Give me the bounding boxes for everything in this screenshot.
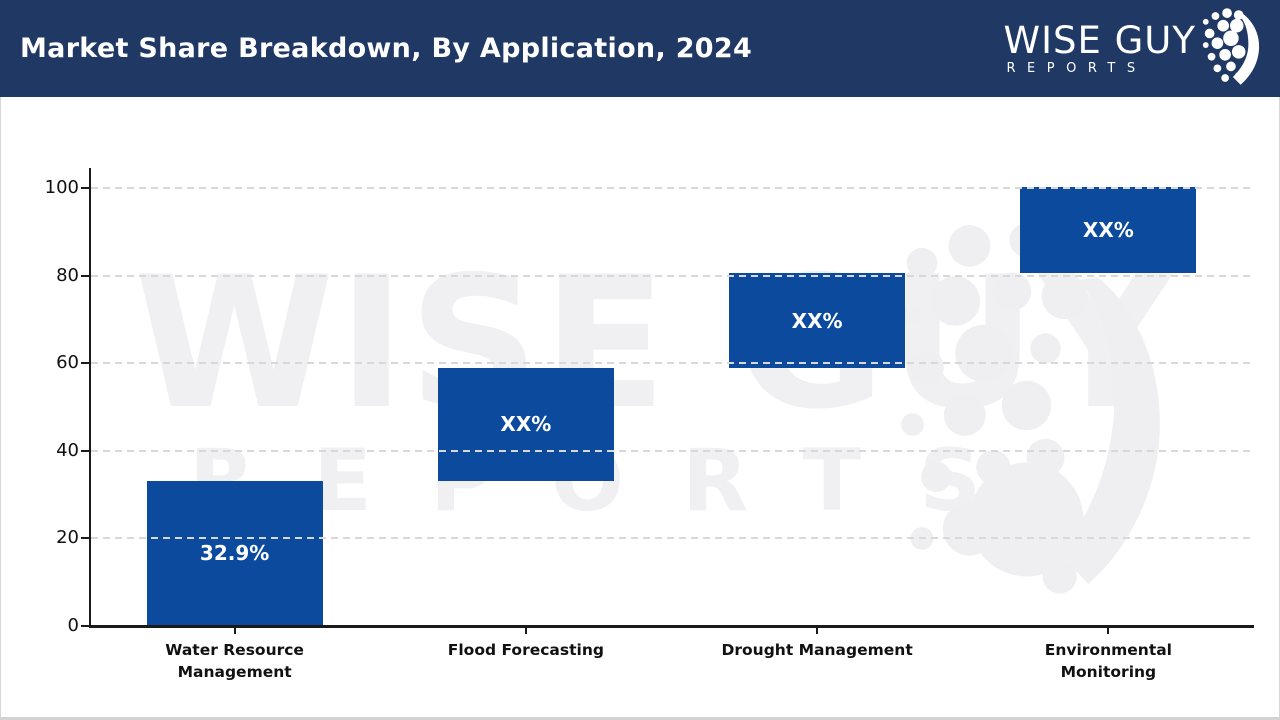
brand-logo: WISE GUY REPORTS [1004, 7, 1260, 90]
bar-value-label: XX% [1082, 218, 1134, 243]
y-tick-label: 80 [56, 264, 79, 286]
x-category-label: Drought Management [721, 641, 913, 659]
header-bar: Market Share Breakdown, By Application, … [0, 0, 1280, 97]
x-axis [89, 625, 1254, 628]
y-tick-label: 60 [56, 352, 79, 374]
y-tick-label: 100 [44, 177, 79, 198]
watermark-head-dots [881, 223, 1191, 609]
bar-value-label: XX% [791, 308, 843, 333]
chart-plot-area: 0 20 40 60 80 100 32.9% Water Resource Manageme… [1, 97, 1280, 720]
y-tick-label: 0 [67, 615, 79, 636]
x-category-label: Environmental Monitoring [1044, 641, 1172, 681]
bar-segment: XX% [1020, 187, 1197, 274]
y-tick [81, 625, 89, 627]
bar-segment: XX% [437, 367, 614, 481]
gridline [91, 362, 1254, 365]
gridline [91, 537, 1254, 540]
brand-subname: REPORTS [1006, 61, 1147, 76]
y-tick [81, 362, 89, 365]
bar-segment: XX% [729, 273, 906, 368]
x-tick [1107, 628, 1110, 634]
bar-segment: 32.9% [146, 480, 323, 625]
y-tick-label: 20 [56, 527, 79, 549]
gridline [91, 274, 1254, 277]
y-tick-label: 40 [56, 439, 79, 461]
x-tick [816, 628, 819, 634]
bar-value-label: 32.9% [199, 540, 270, 565]
y-tick [81, 537, 89, 540]
gridline [91, 187, 1254, 189]
brand-logo-text: WISE GUY REPORTS [1004, 22, 1196, 75]
bar-value-label: XX% [500, 412, 552, 437]
x-tick [233, 628, 236, 634]
x-tick [524, 628, 527, 634]
gridline [91, 449, 1254, 452]
y-tick [81, 187, 89, 189]
x-category-label: Water Resource Management [165, 641, 304, 681]
page-title: Market Share Breakdown, By Application, … [20, 33, 753, 64]
y-tick [81, 449, 89, 452]
x-category-label: Flood Forecasting [447, 641, 604, 659]
brand-head-icon [1198, 7, 1260, 90]
brand-name: WISE GUY [1003, 19, 1196, 62]
y-tick [81, 274, 89, 277]
y-axis [89, 168, 91, 627]
